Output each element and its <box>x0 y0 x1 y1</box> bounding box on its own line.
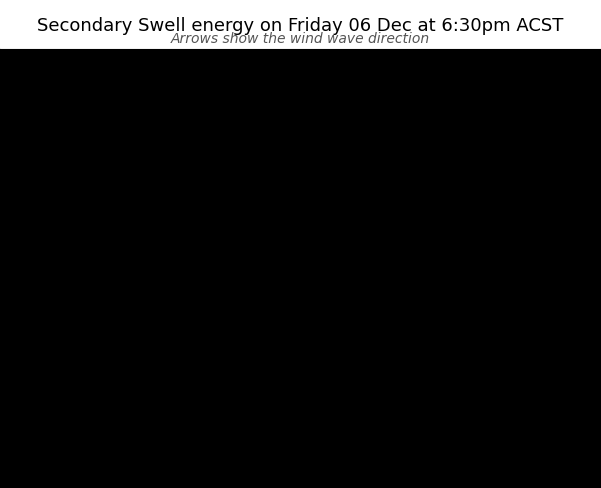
Text: Arrows show the wind wave direction: Arrows show the wind wave direction <box>171 32 430 46</box>
Text: Secondary Swell energy on Friday 06 Dec at 6:30pm ACST: Secondary Swell energy on Friday 06 Dec … <box>37 17 564 35</box>
